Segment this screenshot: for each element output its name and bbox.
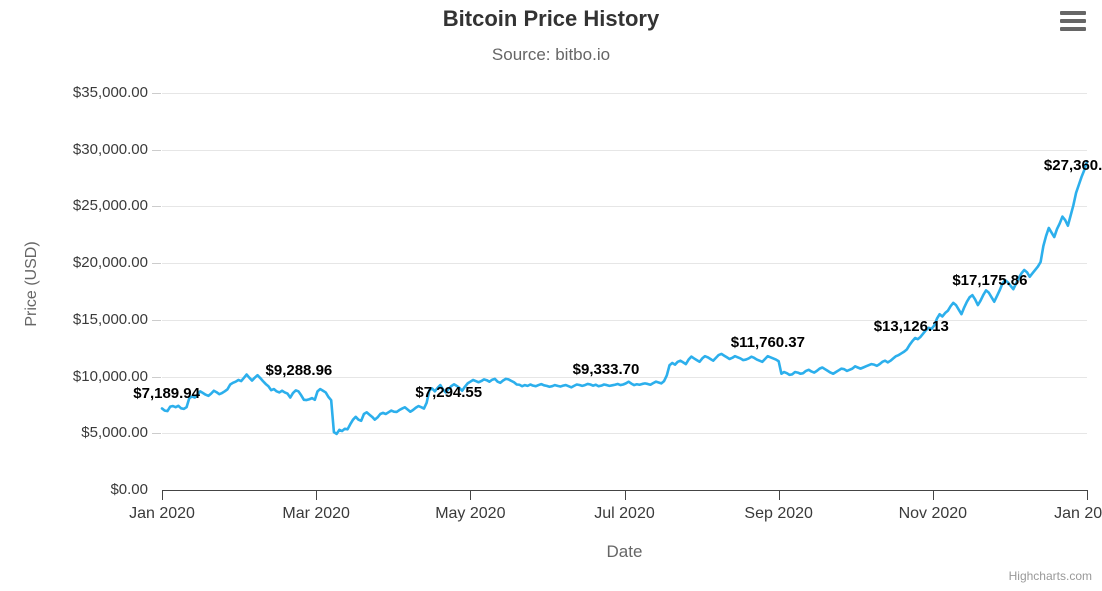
gridline bbox=[162, 206, 1087, 208]
x-tick-mark bbox=[470, 491, 472, 500]
x-tick-mark bbox=[316, 491, 318, 500]
menu-bar-2 bbox=[1060, 19, 1086, 23]
y-tick-label: $5,000.00 bbox=[81, 424, 148, 442]
y-tick-mark bbox=[152, 149, 161, 151]
x-tick-mark bbox=[624, 491, 626, 500]
x-tick-mark bbox=[932, 491, 934, 500]
chart-subtitle: Source: bitbo.io bbox=[491, 45, 611, 64]
x-tick-label: Mar 2020 bbox=[282, 505, 350, 522]
x-tick-label: May 2020 bbox=[435, 505, 506, 522]
x-tick-mark bbox=[778, 491, 780, 500]
x-axis-line bbox=[162, 490, 1088, 491]
menu-bar-1 bbox=[1060, 11, 1086, 15]
x-tick-mark bbox=[1087, 491, 1088, 500]
y-axis-title: Price (USD) bbox=[23, 241, 40, 327]
gridline bbox=[162, 93, 1087, 94]
data-point-label: $7,294.55 bbox=[415, 384, 483, 402]
gridline bbox=[162, 319, 1087, 321]
y-tick-mark bbox=[152, 93, 161, 94]
data-point-label: $9,333.70 bbox=[572, 361, 640, 379]
price-line-path bbox=[160, 160, 1089, 436]
x-tick-label: Sep 2020 bbox=[744, 505, 813, 522]
plot-area bbox=[160, 93, 1089, 490]
y-tick-mark bbox=[152, 206, 161, 208]
gridline bbox=[162, 433, 1087, 435]
y-tick-label: $10,000.00 bbox=[72, 367, 148, 385]
y-tick-label: $15,000.00 bbox=[72, 310, 148, 328]
y-tick-label: $30,000.00 bbox=[72, 140, 148, 158]
data-point-label: $7,189.94 bbox=[133, 385, 200, 403]
data-point-label: $11,760.37 bbox=[730, 333, 805, 351]
y-tick-mark bbox=[152, 433, 161, 435]
page-title: Bitcoin Price History bbox=[442, 6, 660, 31]
data-point-label: $17,175.86 bbox=[952, 272, 1028, 290]
gridline bbox=[162, 376, 1087, 378]
y-tick-label: $20,000.00 bbox=[72, 254, 148, 272]
y-tick-label: $25,000.00 bbox=[72, 197, 148, 215]
y-tick-label: $35,000.00 bbox=[72, 84, 148, 101]
highcharts-credit[interactable]: Highcharts.com bbox=[1008, 569, 1092, 583]
x-axis-title: Date bbox=[606, 542, 643, 561]
y-tick-label: $0.00 bbox=[110, 481, 148, 498]
gridline bbox=[162, 149, 1087, 151]
y-tick-mark bbox=[152, 263, 161, 265]
x-tick-label: Jul 2020 bbox=[594, 505, 655, 522]
x-tick-label: Jan 2020 bbox=[129, 505, 195, 522]
data-point-label: $13,126.13 bbox=[873, 318, 949, 336]
x-tick-label: Jan 2021 bbox=[1054, 505, 1102, 522]
chart-gridlines bbox=[162, 93, 1087, 490]
data-point-label: $9,288.96 bbox=[265, 361, 333, 379]
hamburger-menu-icon[interactable] bbox=[1060, 9, 1088, 33]
y-tick-mark bbox=[152, 319, 161, 321]
price-line-series[interactable] bbox=[160, 93, 1089, 490]
menu-bar-3 bbox=[1060, 27, 1086, 31]
x-tick-mark bbox=[162, 491, 163, 500]
y-tick-mark bbox=[152, 376, 161, 378]
gridline bbox=[162, 263, 1087, 265]
x-tick-label: Nov 2020 bbox=[898, 505, 968, 522]
data-point-label: $27,360. bbox=[1043, 156, 1102, 174]
